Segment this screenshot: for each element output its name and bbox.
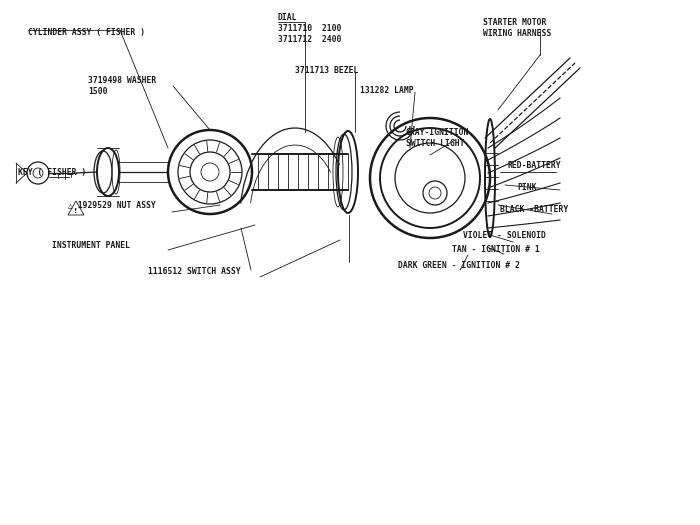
Text: GRAY-IGNITION
SWITCH LIGHT: GRAY-IGNITION SWITCH LIGHT xyxy=(406,128,470,148)
Text: 1116512 SWITCH ASSY: 1116512 SWITCH ASSY xyxy=(148,268,241,277)
Text: INSTRUMENT PANEL: INSTRUMENT PANEL xyxy=(52,240,130,249)
Text: △ 1929529 NUT ASSY: △ 1929529 NUT ASSY xyxy=(68,201,155,209)
Text: BLACK -BATTERY: BLACK -BATTERY xyxy=(500,205,568,214)
Text: RED-BATTERY: RED-BATTERY xyxy=(508,161,561,170)
Text: DARK GREEN - IGNITION # 2: DARK GREEN - IGNITION # 2 xyxy=(398,260,520,269)
Text: CYLINDER ASSY ( FISHER ): CYLINDER ASSY ( FISHER ) xyxy=(28,28,145,37)
Text: TAN - IGNITION # 1: TAN - IGNITION # 1 xyxy=(452,245,540,254)
Text: 3719498 WASHER
1500: 3719498 WASHER 1500 xyxy=(88,76,156,96)
Text: VIOLET - SOLENOID: VIOLET - SOLENOID xyxy=(463,230,546,239)
Text: 131282 LAMP: 131282 LAMP xyxy=(360,86,414,95)
Text: DIAL
3711710  2100
3711712  2400: DIAL 3711710 2100 3711712 2400 xyxy=(278,13,342,44)
Text: !: ! xyxy=(74,208,78,214)
Text: PINK: PINK xyxy=(517,183,536,192)
Text: STARTER MOTOR
WIRING HARNESS: STARTER MOTOR WIRING HARNESS xyxy=(483,18,552,38)
Text: 3711713 BEZEL: 3711713 BEZEL xyxy=(295,66,358,75)
Text: KEY ( FISHER ): KEY ( FISHER ) xyxy=(18,169,86,177)
